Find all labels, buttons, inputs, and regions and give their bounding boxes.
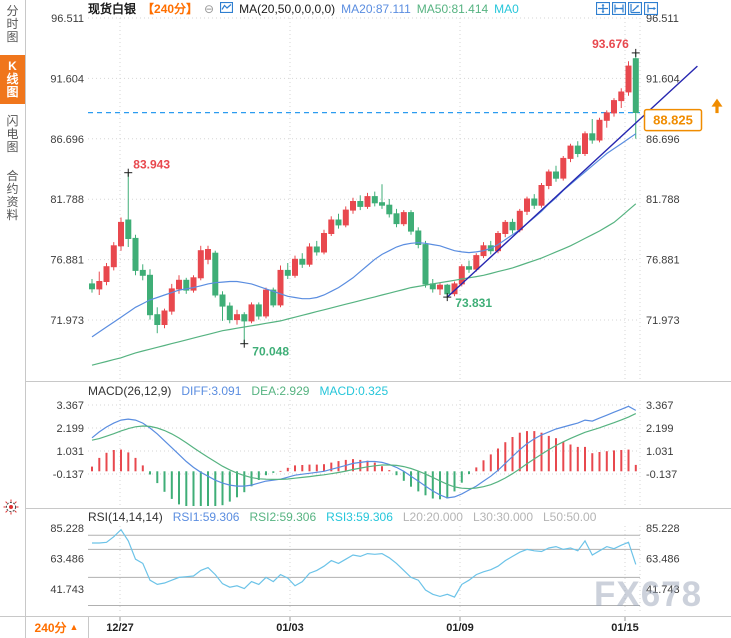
svg-text:76.881: 76.881 — [646, 255, 680, 267]
rsi3-value: RSI3:59.306 — [326, 510, 393, 524]
axis-scale-icon[interactable] — [628, 2, 642, 15]
time-axis: 12/27 01/03 01/09 01/15 — [106, 617, 639, 634]
macd-panel-header: MACD(26,12,9) DIFF:3.091 DEA:2.929 MACD:… — [88, 384, 388, 398]
main-gridlines — [88, 17, 640, 321]
svg-text:91.604: 91.604 — [50, 73, 84, 85]
rsi-reference-lines — [88, 534, 640, 606]
period-label: 【240分】 — [142, 2, 199, 16]
svg-text:01/03: 01/03 — [276, 622, 304, 634]
price-up-marker — [711, 98, 723, 114]
svg-text:3.367: 3.367 — [646, 400, 674, 412]
rsi2-value: RSI2:59.306 — [249, 510, 317, 524]
svg-text:81.788: 81.788 — [646, 194, 680, 206]
measure-range-icon[interactable] — [612, 2, 626, 15]
chart-toolbar — [596, 2, 658, 15]
rsi-indicator-label[interactable]: RSI(14,14,14) — [88, 510, 163, 524]
sidebar-tab-contract-info[interactable]: 合约资料 — [6, 169, 19, 222]
sidebar-tab-kline-chart[interactable]: K线图 — [0, 55, 25, 104]
ma20-value: MA20:87.111 — [341, 1, 411, 16]
rsi-l30-label: L30:30.000 — [472, 510, 533, 524]
current-price-tag: 88.825 — [643, 98, 723, 132]
candlestick-series — [89, 52, 639, 344]
symbol-name: 现货白银 — [88, 2, 137, 16]
price-annotations: 83.943 93.676 70.048 73.831 — [124, 37, 640, 359]
rsi-line — [92, 528, 637, 598]
svg-text:-0.137: -0.137 — [53, 469, 84, 481]
macd-macd-value: MACD:0.325 — [319, 384, 389, 398]
svg-text:96.511: 96.511 — [51, 13, 84, 25]
svg-text:63.486: 63.486 — [646, 554, 680, 566]
rsi-panel-header: RSI(14,14,14) RSI1:59.306 RSI2:59.306 RS… — [88, 510, 596, 524]
main-price-axis: 96.511 96.511 91.604 91.604 86.696 86.696 81.7… — [50, 13, 679, 327]
annotation-label: 70.048 — [252, 345, 289, 359]
annotation-label: 93.676 — [592, 37, 629, 51]
macd-histogram — [91, 431, 637, 506]
svg-text:1.031: 1.031 — [646, 446, 674, 458]
svg-text:91.604: 91.604 — [646, 73, 680, 85]
sidebar: 分时图 K线图 闪电图 合约资料 — [0, 0, 25, 616]
svg-text:1.031: 1.031 — [56, 446, 84, 458]
svg-text:96.511: 96.511 — [646, 13, 679, 25]
rsi-axis: 85.228 85.228 63.486 63.486 41.743 41.743 — [50, 523, 679, 596]
macd-dea-value: DEA:2.929 — [251, 384, 310, 398]
macd-gridlines — [88, 404, 640, 475]
svg-text:71.973: 71.973 — [646, 315, 680, 327]
svg-text:01/15: 01/15 — [611, 622, 639, 634]
svg-text:85.228: 85.228 — [646, 523, 680, 535]
ma0-value: MA0 — [494, 1, 519, 16]
svg-text:2.199: 2.199 — [646, 423, 674, 435]
collapse-indicator-icon[interactable]: ⊖ — [204, 1, 215, 16]
macd-axis: 3.367 3.367 2.199 2.199 1.031 1.031 -0.137 -0.1… — [53, 400, 677, 481]
period-up-arrow-icon: ▲ — [69, 622, 79, 632]
svg-text:41.743: 41.743 — [50, 584, 84, 596]
svg-text:81.788: 81.788 — [50, 194, 84, 206]
trendline[interactable] — [446, 65, 698, 298]
period-selector-label: 240分 — [34, 620, 67, 635]
vertical-gridlines — [119, 18, 641, 612]
chart-legend: 现货白银 【240分】 ⊖ MA(20,50,0,0,0,0) MA20:87.… — [88, 1, 519, 16]
macd-dea-line — [91, 413, 637, 490]
rsi-l50-label: L50:50.00 — [543, 510, 597, 524]
svg-text:01/09: 01/09 — [446, 622, 474, 634]
period-selector[interactable]: 240分 ▲ — [26, 618, 87, 636]
svg-text:85.228: 85.228 — [50, 523, 84, 535]
annotation-label: 83.943 — [133, 158, 170, 172]
annotation-label: 73.831 — [455, 296, 492, 310]
sidebar-tab-time-chart[interactable]: 分时图 — [6, 4, 19, 44]
svg-text:3.367: 3.367 — [56, 400, 84, 412]
crosshair-icon[interactable] — [596, 2, 610, 15]
macd-diff-value: DIFF:3.091 — [181, 384, 242, 398]
svg-text:2.199: 2.199 — [56, 423, 84, 435]
svg-text:41.743: 41.743 — [646, 584, 680, 596]
mini-chart-icon — [220, 1, 234, 16]
indicator-label: MA(20,50,0,0,0,0) — [239, 1, 336, 16]
svg-text:86.696: 86.696 — [50, 134, 84, 146]
svg-text:86.696: 86.696 — [646, 134, 680, 146]
svg-text:-0.137: -0.137 — [646, 469, 677, 481]
rsi1-value: RSI1:59.306 — [172, 510, 240, 524]
macd-indicator-label[interactable]: MACD(26,12,9) — [88, 384, 172, 398]
macd-diff-line — [91, 405, 637, 499]
sidebar-tab-flash-chart[interactable]: 闪电图 — [6, 114, 19, 154]
svg-text:12/27: 12/27 — [106, 622, 134, 634]
watermark: FX678 — [594, 575, 703, 614]
svg-text:63.486: 63.486 — [50, 554, 84, 566]
hotspot-icon[interactable] — [3, 499, 19, 520]
ma50-value: MA50:81.414 — [416, 1, 489, 16]
svg-text:88.825: 88.825 — [653, 113, 693, 128]
ma50-line — [91, 203, 637, 366]
svg-text:76.881: 76.881 — [50, 255, 84, 267]
pan-right-icon[interactable] — [644, 2, 658, 15]
rsi-l20-label: L20:20.000 — [402, 510, 463, 524]
svg-text:71.973: 71.973 — [50, 315, 84, 327]
